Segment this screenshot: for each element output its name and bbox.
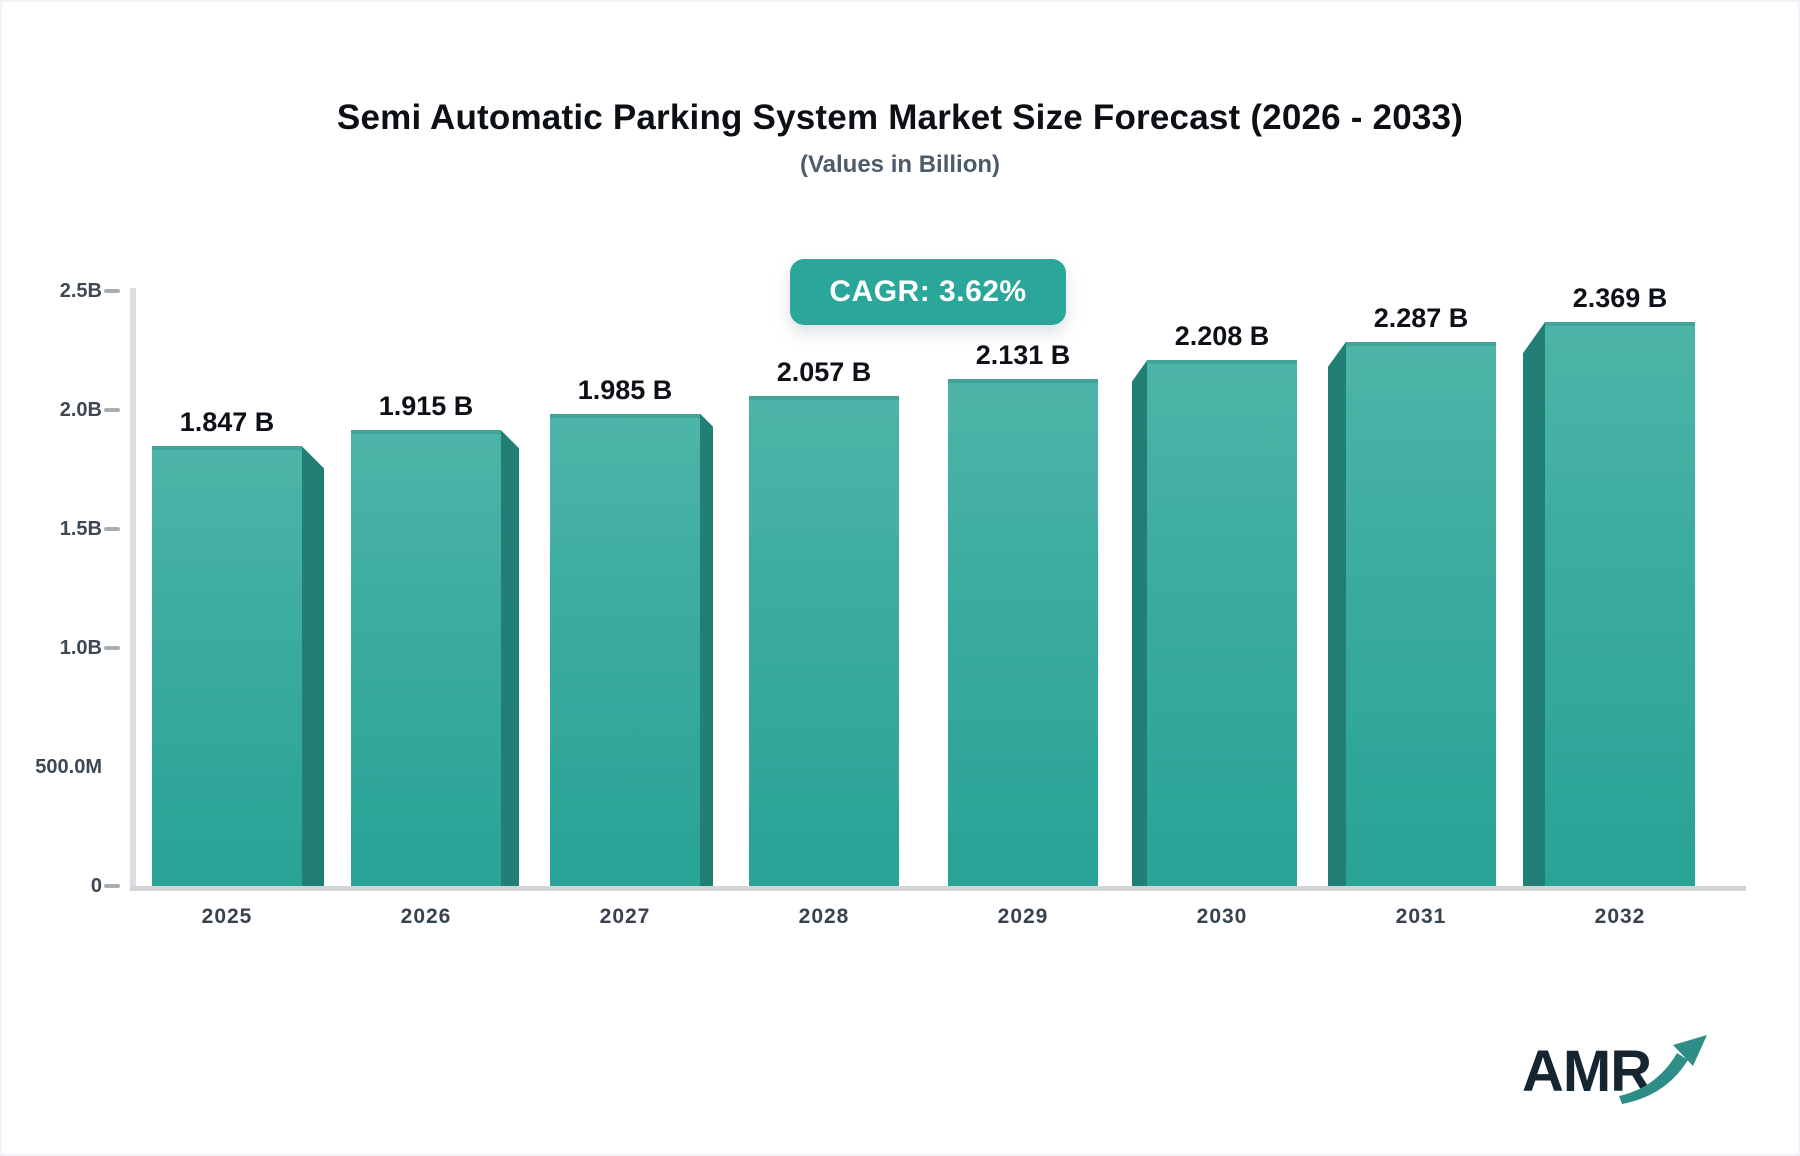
x-axis-label-2030: 2030 <box>1196 905 1248 928</box>
chart-title: Semi Automatic Parking System Market Siz… <box>336 98 1464 137</box>
y-axis-tick-label: 0 <box>90 875 102 897</box>
bar-side-3d-2025 <box>302 446 324 886</box>
bar-2027 <box>550 413 700 886</box>
bar-side-3d-2027 <box>700 413 713 886</box>
bar-side-3d-2026 <box>501 430 519 886</box>
y-axis-tick-label: 1.0B <box>59 637 102 659</box>
y-axis-tick-label: 1.5B <box>59 518 102 540</box>
y-axis-tick-mark <box>104 289 120 293</box>
growth-arrow-icon <box>1619 1035 1707 1104</box>
bar-2030 <box>1147 360 1297 886</box>
bar-value-label: 2.131 B <box>975 339 1071 370</box>
y-axis-tick-mark <box>104 884 120 888</box>
bar-value-label: 2.208 B <box>1174 321 1270 352</box>
x-axis-baseline <box>130 886 1746 891</box>
bar-value-label: 2.057 B <box>776 357 872 388</box>
bar-side-3d-2031 <box>1328 341 1346 886</box>
y-axis-tick-label: 2.0B <box>59 399 102 421</box>
bar-2025 <box>152 446 302 886</box>
amr-logo: AMR <box>1522 1030 1742 1120</box>
y-axis-tick-mark <box>104 408 120 412</box>
bar-2029 <box>948 378 1098 886</box>
bar-side-3d-2030 <box>1132 360 1147 886</box>
y-axis-line <box>130 288 136 890</box>
bar-value-label: 2.369 B <box>1572 283 1668 314</box>
x-axis-label-2026: 2026 <box>400 905 452 928</box>
bar-side-3d-2032 <box>1523 322 1545 886</box>
bar-2031 <box>1346 341 1496 886</box>
cagr-badge-label: CAGR: 3.62% <box>829 275 1027 308</box>
x-axis-label-2027: 2027 <box>599 905 651 928</box>
bar-value-label: 2.287 B <box>1373 302 1469 333</box>
bar-value-label: 1.847 B <box>179 407 275 438</box>
x-axis-label-2025: 2025 <box>201 905 253 928</box>
y-axis-tick-label: 500.0M <box>35 756 102 778</box>
y-axis-tick-mark <box>104 527 120 531</box>
chart-subtitle: (Values in Billion) <box>799 151 1001 178</box>
y-axis-tick-label: 2.5B <box>59 280 102 302</box>
bar-2028 <box>749 396 899 886</box>
x-axis-label-2029: 2029 <box>997 905 1049 928</box>
y-axis-tick-mark <box>104 646 120 650</box>
x-axis-label-2031: 2031 <box>1395 905 1447 928</box>
cagr-badge: CAGR: 3.62% <box>790 259 1066 325</box>
bar-2026 <box>351 430 501 886</box>
x-axis-label-2028: 2028 <box>798 905 850 928</box>
bar-2032 <box>1545 322 1695 886</box>
bar-value-label: 1.915 B <box>378 391 474 422</box>
bar-value-label: 1.985 B <box>577 374 673 405</box>
x-axis-label-2032: 2032 <box>1594 905 1646 928</box>
